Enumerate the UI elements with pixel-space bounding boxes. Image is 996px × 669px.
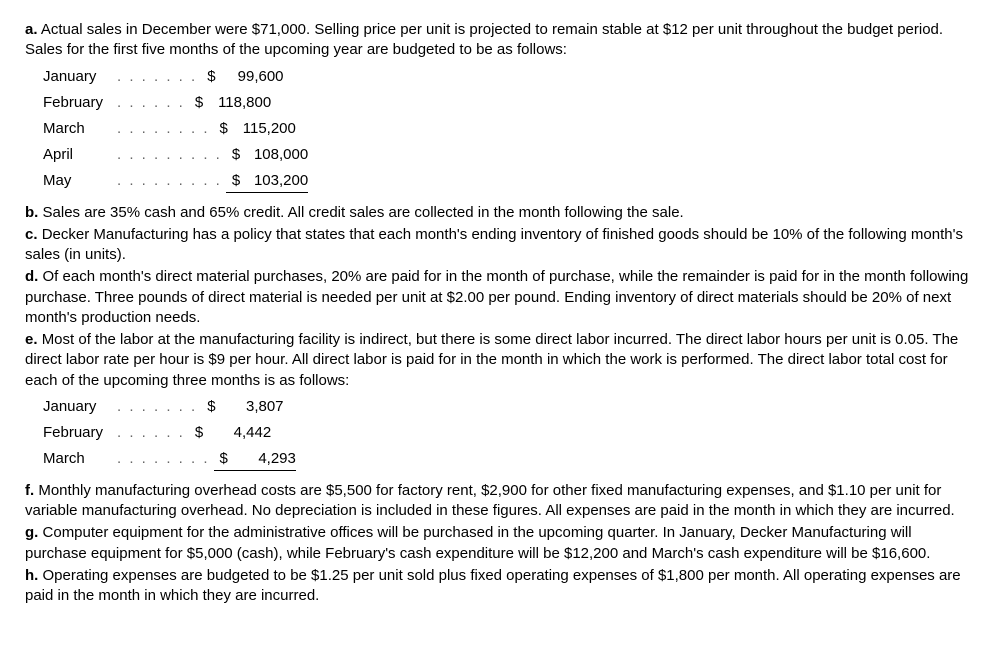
value-cell: 4,442 [211, 423, 271, 443]
item-c: c. Decker Manufacturing has a policy tha… [25, 225, 971, 266]
table-row: March . . . . . . . . $ 4,293 [43, 449, 971, 475]
table-row: February . . . . . . $ 4,442 [43, 423, 971, 449]
month-cell: May [43, 171, 113, 191]
value-cell: 118,800 [211, 93, 271, 113]
month-cell: April [43, 145, 113, 165]
item-g: g. Computer equipment for the administra… [25, 523, 971, 564]
value-cell: 115,200 [236, 119, 296, 139]
currency-sign: $ [226, 145, 248, 165]
table-row: May . . . . . . . . . $ 103,200 [43, 171, 971, 197]
dots: . . . . . . [113, 93, 189, 113]
item-a: a. Actual sales in December were $71,000… [25, 20, 971, 61]
item-e: e. Most of the labor at the manufacturin… [25, 330, 971, 391]
item-d-label: d. [25, 268, 38, 285]
month-cell: January [43, 67, 113, 87]
currency-sign: $ [214, 119, 236, 139]
dots: . . . . . . . [113, 67, 201, 87]
month-cell: March [43, 119, 113, 139]
item-f-text: Monthly manufacturing overhead costs are… [25, 482, 955, 519]
table-row: January . . . . . . . $ 99,600 [43, 67, 971, 93]
item-b-label: b. [25, 204, 38, 221]
table-row: April . . . . . . . . . $ 108,000 [43, 145, 971, 171]
item-h-text: Operating expenses are budgeted to be $1… [25, 567, 961, 604]
item-a-text: Actual sales in December were $71,000. S… [25, 21, 943, 58]
value-cell: 103,200 [248, 171, 308, 193]
item-e-label: e. [25, 331, 38, 348]
item-f-label: f. [25, 482, 34, 499]
value-cell: 3,807 [224, 397, 284, 417]
dots: . . . . . . . . . [113, 145, 226, 165]
currency-sign: $ [201, 67, 223, 87]
dots: . . . . . . . . [113, 119, 214, 139]
value-cell: 108,000 [248, 145, 308, 165]
currency-sign: $ [201, 397, 223, 417]
currency-sign: $ [214, 449, 236, 471]
month-cell: February [43, 93, 113, 113]
table-row: February . . . . . . $ 118,800 [43, 93, 971, 119]
dots: . . . . . . [113, 423, 189, 443]
item-c-label: c. [25, 226, 38, 243]
table-row: January . . . . . . . $ 3,807 [43, 397, 971, 423]
item-g-text: Computer equipment for the administrativ… [25, 524, 930, 561]
item-h: h. Operating expenses are budgeted to be… [25, 566, 971, 607]
item-g-label: g. [25, 524, 38, 541]
item-c-text: Decker Manufacturing has a policy that s… [25, 226, 963, 263]
dots: . . . . . . . . [113, 449, 214, 469]
month-cell: February [43, 423, 113, 443]
item-b: b. Sales are 35% cash and 65% credit. Al… [25, 203, 971, 223]
dots: . . . . . . . . . [113, 171, 226, 191]
item-d-text: Of each month's direct material purchase… [25, 268, 968, 326]
item-a-label: a. [25, 21, 38, 38]
item-d: d. Of each month's direct material purch… [25, 267, 971, 328]
currency-sign: $ [226, 171, 248, 193]
item-e-text: Most of the labor at the manufacturing f… [25, 331, 958, 389]
labor-table: January . . . . . . . $ 3,807 February .… [43, 397, 971, 475]
value-cell: 4,293 [236, 449, 296, 471]
table-row: March . . . . . . . . $ 115,200 [43, 119, 971, 145]
month-cell: January [43, 397, 113, 417]
item-h-label: h. [25, 567, 38, 584]
item-b-text: Sales are 35% cash and 65% credit. All c… [43, 204, 684, 221]
currency-sign: $ [189, 423, 211, 443]
month-cell: March [43, 449, 113, 469]
sales-table: January . . . . . . . $ 99,600 February … [43, 67, 971, 197]
currency-sign: $ [189, 93, 211, 113]
item-f: f. Monthly manufacturing overhead costs … [25, 481, 971, 522]
value-cell: 99,600 [224, 67, 284, 87]
dots: . . . . . . . [113, 397, 201, 417]
